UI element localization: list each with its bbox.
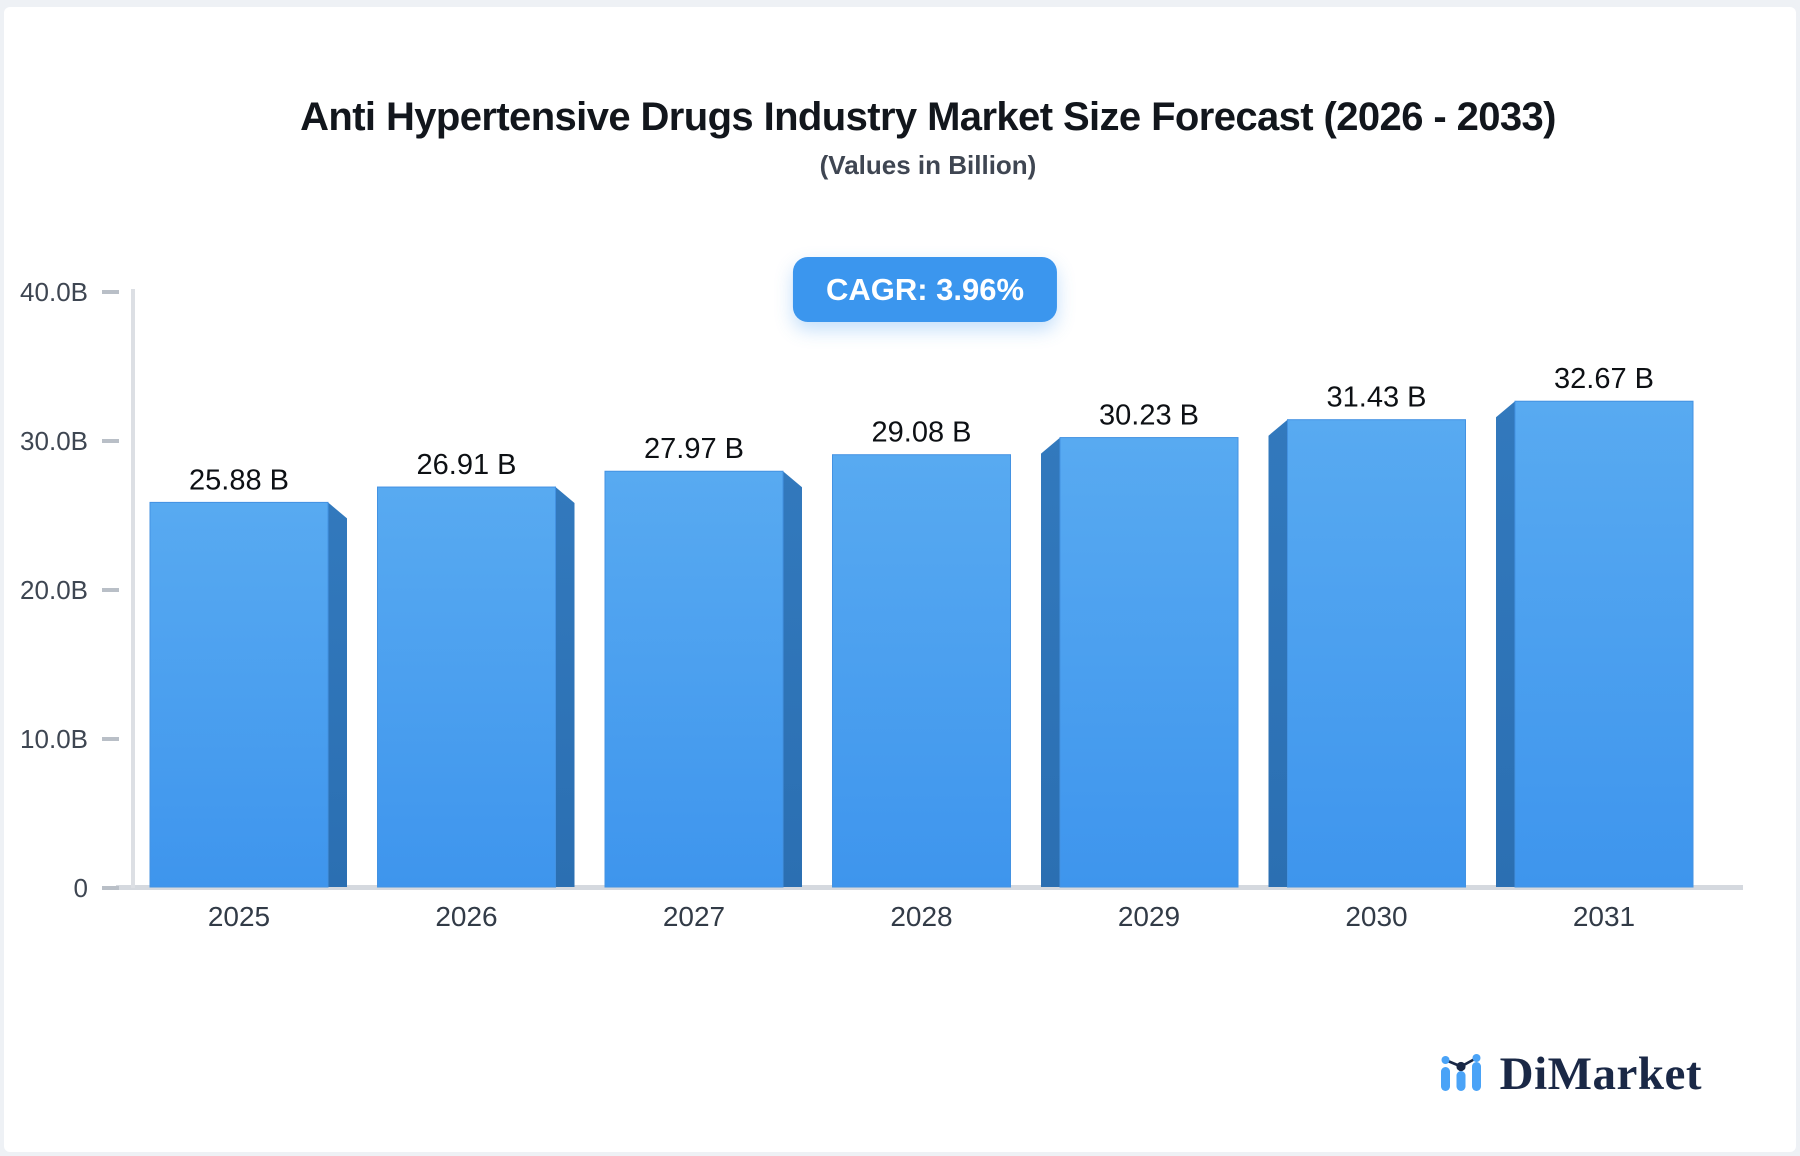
- bar-group-2031: 32.67 B 2031: [1496, 363, 1694, 932]
- y-axis-tick-mark: [102, 439, 119, 443]
- y-axis-line: [131, 289, 135, 888]
- y-axis-tick-label: 30.0B: [20, 426, 88, 456]
- x-axis-tick-label: 2030: [1345, 901, 1407, 932]
- bar-value-label: 25.88 B: [189, 464, 289, 496]
- brand-logo-text: DiMarket: [1499, 1048, 1702, 1100]
- bar-side-face: [555, 487, 575, 887]
- x-axis-tick-label: 2027: [663, 901, 725, 932]
- bar-side-face: [1496, 401, 1515, 887]
- y-axis-tick-label: 40.0B: [20, 277, 88, 307]
- bar-value-label: 27.97 B: [644, 433, 744, 465]
- mini-bar-line-chart-icon: [1440, 1053, 1481, 1091]
- bar-value-label: 26.91 B: [417, 449, 517, 481]
- cagr-badge: CAGR: 3.96%: [792, 257, 1058, 322]
- x-axis-tick-label: 2029: [1118, 901, 1180, 932]
- bar-group-2027: 27.97 B 2027: [604, 433, 802, 932]
- bar-group-2025: 25.88 B 2025: [149, 464, 347, 932]
- bar-face: [1059, 437, 1239, 888]
- bars: 25.88 B 2025 26.91 B 2026 27.97 B 2027 29.08 B…: [149, 363, 1694, 932]
- brand-logo: DiMarket: [1440, 1051, 1702, 1098]
- chart-subtitle: (Values in Billion): [819, 150, 1037, 180]
- logo-dot-2: [1456, 1061, 1466, 1071]
- logo-bar-2: [1456, 1070, 1466, 1091]
- y-axis-tick-mark: [102, 886, 119, 890]
- y-axis-tick-mark: [102, 737, 119, 741]
- bar-side-face: [783, 471, 802, 887]
- cagr-badge-label: CAGR: 3.96%: [825, 271, 1025, 307]
- bar-value-label: 29.08 B: [872, 417, 972, 449]
- y-axis-tick-label: 20.0B: [20, 575, 88, 605]
- bar-face: [1287, 419, 1466, 888]
- x-axis-tick-label: 2026: [435, 901, 497, 932]
- y-axis-tick-mark: [102, 290, 119, 294]
- bar-value-label: 32.67 B: [1554, 363, 1654, 395]
- bar-face: [604, 470, 784, 888]
- bar-value-label: 31.43 B: [1327, 382, 1427, 414]
- y-axis-tick-label: 0: [74, 873, 88, 903]
- bar-side-face: [1268, 419, 1288, 887]
- bar-face: [377, 486, 556, 888]
- x-axis-tick-label: 2031: [1573, 901, 1635, 932]
- x-axis-tick-label: 2025: [208, 901, 270, 932]
- bar-group-2028: 29.08 B 2028: [832, 417, 1011, 932]
- bar-side-face: [328, 502, 347, 887]
- x-axis-tick-label: 2028: [890, 901, 952, 932]
- bar-group-2029: 30.23 B 2029: [1041, 400, 1239, 932]
- bar-value-label: 30.23 B: [1099, 400, 1199, 432]
- chart-title: Anti Hypertensive Drugs Industry Market …: [300, 95, 1556, 139]
- bar-face: [832, 454, 1011, 888]
- logo-bar-3: [1471, 1061, 1481, 1091]
- logo-dot-1: [1441, 1055, 1450, 1064]
- y-axis-tick-label: 10.0B: [20, 724, 88, 754]
- y-axis-tick-mark: [102, 588, 119, 592]
- logo-dot-3: [1472, 1053, 1481, 1062]
- bar-side-face: [1041, 437, 1060, 887]
- bar-face: [149, 501, 329, 888]
- bar-face: [1514, 400, 1694, 888]
- logo-bar-1: [1440, 1066, 1450, 1091]
- bar-group-2030: 31.43 B 2030: [1268, 382, 1466, 932]
- bar-group-2026: 26.91 B 2026: [377, 449, 575, 932]
